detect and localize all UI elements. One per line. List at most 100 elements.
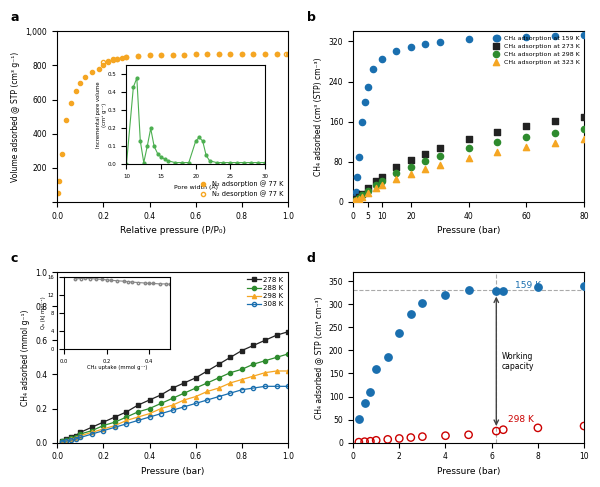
298 K [215, 385, 223, 391]
288 K [262, 358, 269, 364]
278 K [77, 430, 84, 435]
N₂ adsorption @ 77 K [67, 100, 74, 106]
Text: 159 K: 159 K [515, 281, 541, 290]
288 K [250, 361, 257, 367]
288 K [157, 400, 164, 406]
278 K [250, 342, 257, 348]
CH₄ adsorption at 159 K [579, 31, 589, 39]
CH₄ adsorption at 273 K [435, 144, 445, 151]
Point [354, 438, 364, 446]
N₂ desorption @ 77 K [109, 56, 116, 62]
288 K [146, 406, 153, 412]
298 K [63, 438, 70, 444]
288 K [111, 419, 118, 425]
278 K [111, 414, 118, 420]
N₂ adsorption @ 77 K [203, 52, 211, 57]
CH₄ adsorption at 273 K [579, 112, 589, 120]
CH₄ adsorption at 298 K [550, 129, 560, 136]
CH₄ adsorption at 298 K [392, 169, 401, 177]
298 K [67, 436, 74, 442]
N₂ adsorption @ 77 K [157, 52, 164, 58]
308 K [169, 407, 176, 413]
CH₄ adsorption at 323 K [464, 154, 473, 162]
278 K [88, 424, 95, 430]
CH₄ adsorption at 298 K [435, 152, 445, 160]
Point [383, 435, 392, 443]
N₂ desorption @ 77 K [238, 51, 245, 57]
CH₄ adsorption at 323 K [421, 165, 430, 173]
278 K [192, 375, 199, 381]
288 K [215, 375, 223, 381]
CH₄ adsorption at 323 K [350, 198, 359, 206]
CH₄ adsorption at 323 K [349, 198, 359, 206]
Point [499, 426, 508, 433]
CH₄ adsorption at 323 K [406, 170, 416, 178]
308 K [58, 439, 65, 445]
298 K [192, 393, 199, 399]
288 K [58, 438, 65, 444]
N₂ adsorption @ 77 K [77, 79, 84, 85]
Y-axis label: CH₄ adsorbed @ STP (cm³ cm⁻³): CH₄ adsorbed @ STP (cm³ cm⁻³) [314, 296, 323, 419]
298 K [134, 414, 142, 420]
298 K [72, 435, 79, 441]
N₂ desorption @ 77 K [262, 51, 269, 57]
CH₄ adsorption at 323 K [392, 175, 401, 183]
N₂ desorption @ 77 K [123, 55, 130, 60]
X-axis label: Relative pressure (P/P₀): Relative pressure (P/P₀) [119, 226, 226, 235]
278 K [215, 361, 223, 367]
CH₄ adsorption at 323 K [579, 135, 589, 143]
288 K [181, 390, 188, 396]
298 K [262, 370, 269, 375]
X-axis label: Pressure (bar): Pressure (bar) [437, 467, 500, 476]
N₂ adsorption @ 77 K [284, 51, 292, 57]
288 K [123, 414, 130, 420]
Line: 308 K: 308 K [59, 384, 290, 444]
N₂ desorption @ 77 K [215, 51, 223, 57]
N₂ desorption @ 77 K [250, 51, 257, 57]
298 K [181, 397, 188, 403]
Point [491, 427, 501, 435]
Point [440, 432, 450, 440]
N₂ adsorption @ 77 K [118, 55, 125, 61]
308 K [238, 387, 245, 393]
N₂ adsorption @ 77 K [104, 59, 112, 65]
Y-axis label: CH₄ adsorbed (mmol g⁻¹): CH₄ adsorbed (mmol g⁻¹) [21, 309, 30, 406]
CH₄ adsorption at 159 K [521, 33, 531, 41]
Text: a: a [11, 11, 19, 24]
298 K [169, 402, 176, 408]
CH₄ adsorption at 273 K [421, 150, 430, 158]
288 K [284, 351, 292, 357]
CH₄ adsorption at 159 K [377, 55, 387, 63]
N₂ desorption @ 77 K [169, 52, 176, 57]
N₂ adsorption @ 77 K [146, 52, 153, 58]
298 K [58, 439, 65, 445]
Point [394, 329, 404, 337]
308 K [63, 438, 70, 444]
Line: N₂ desorption @ 77 K: N₂ desorption @ 77 K [101, 52, 288, 64]
Y-axis label: CH₄ adsorbed (cm³ (STP) cm⁻³): CH₄ adsorbed (cm³ (STP) cm⁻³) [314, 57, 323, 176]
298 K [100, 426, 107, 432]
298 K [203, 389, 211, 394]
CH₄ adsorption at 273 K [350, 197, 359, 205]
N₂ adsorption @ 77 K [238, 51, 245, 57]
N₂ adsorption @ 77 K [169, 52, 176, 57]
CH₄ adsorption at 273 K [349, 198, 359, 206]
CH₄ adsorption at 298 K [349, 198, 359, 206]
X-axis label: Pressure (bar): Pressure (bar) [437, 226, 500, 235]
CH₄ adsorption at 323 K [354, 195, 364, 203]
288 K [227, 370, 234, 375]
288 K [134, 409, 142, 415]
Legend: CH₄ adsorption at 159 K, CH₄ adsorption at 273 K, CH₄ adsorption at 298 K, CH₄ a: CH₄ adsorption at 159 K, CH₄ adsorption … [488, 35, 581, 66]
N₂ desorption @ 77 K [203, 52, 211, 57]
CH₄ adsorption at 298 K [406, 163, 416, 170]
N₂ desorption @ 77 K [146, 52, 153, 58]
CH₄ adsorption at 323 K [550, 139, 560, 147]
Point [533, 424, 542, 432]
308 K [250, 385, 257, 391]
Legend: N₂ adsorption @ 77 K, N₂ desorption @ 77 K: N₂ adsorption @ 77 K, N₂ desorption @ 77… [196, 179, 285, 199]
CH₄ adsorption at 298 K [493, 138, 502, 146]
Point [365, 437, 375, 445]
N₂ adsorption @ 77 K [81, 75, 88, 80]
288 K [169, 395, 176, 401]
288 K [273, 355, 280, 360]
